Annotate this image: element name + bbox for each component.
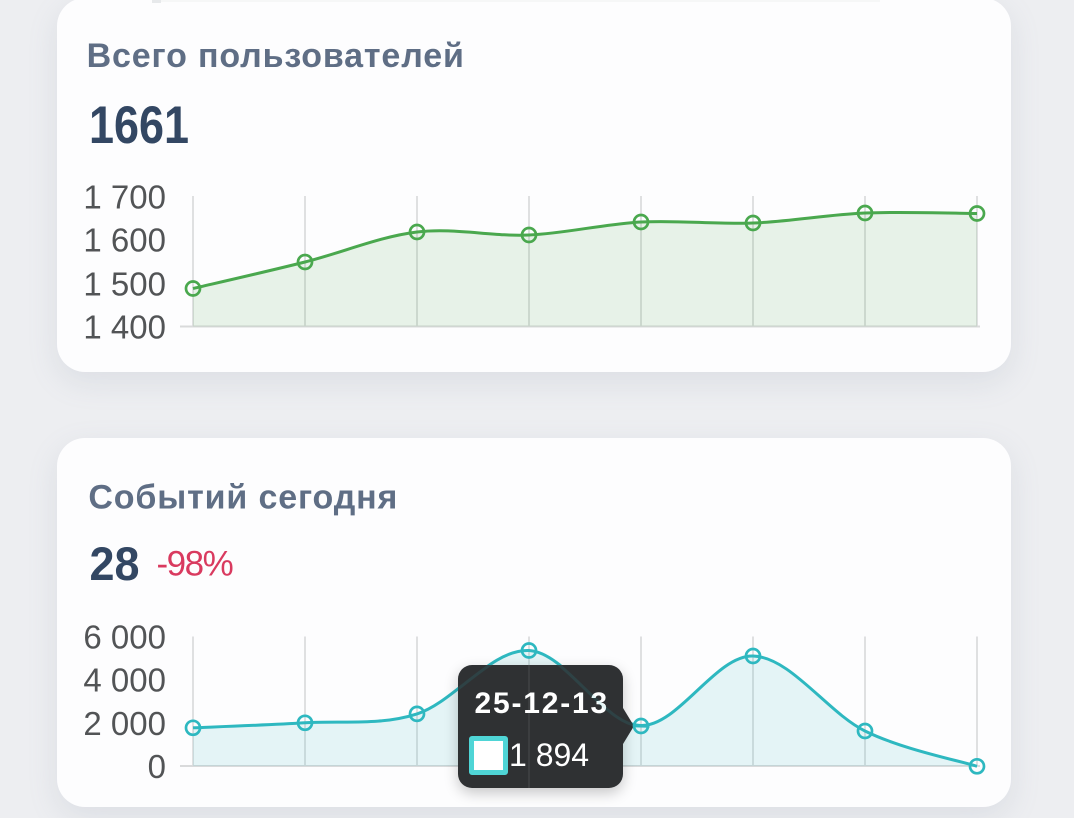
svg-text:1 700: 1 700 — [83, 179, 166, 216]
svg-text:1 400: 1 400 — [83, 309, 166, 346]
svg-text:2 000: 2 000 — [83, 705, 166, 742]
svg-text:28: 28 — [90, 537, 140, 590]
svg-text:0: 0 — [148, 748, 166, 785]
svg-text:Событий сегодня: Событий сегодня — [88, 479, 398, 517]
svg-text:1 600: 1 600 — [83, 222, 166, 259]
svg-text:1661: 1661 — [89, 96, 189, 155]
svg-text:-98%: -98% — [157, 545, 233, 584]
svg-text:6 000: 6 000 — [83, 619, 166, 656]
svg-text:1 500: 1 500 — [83, 265, 166, 302]
svg-text:Всего пользователей: Всего пользователей — [87, 37, 465, 75]
svg-text:4 000: 4 000 — [83, 662, 166, 699]
